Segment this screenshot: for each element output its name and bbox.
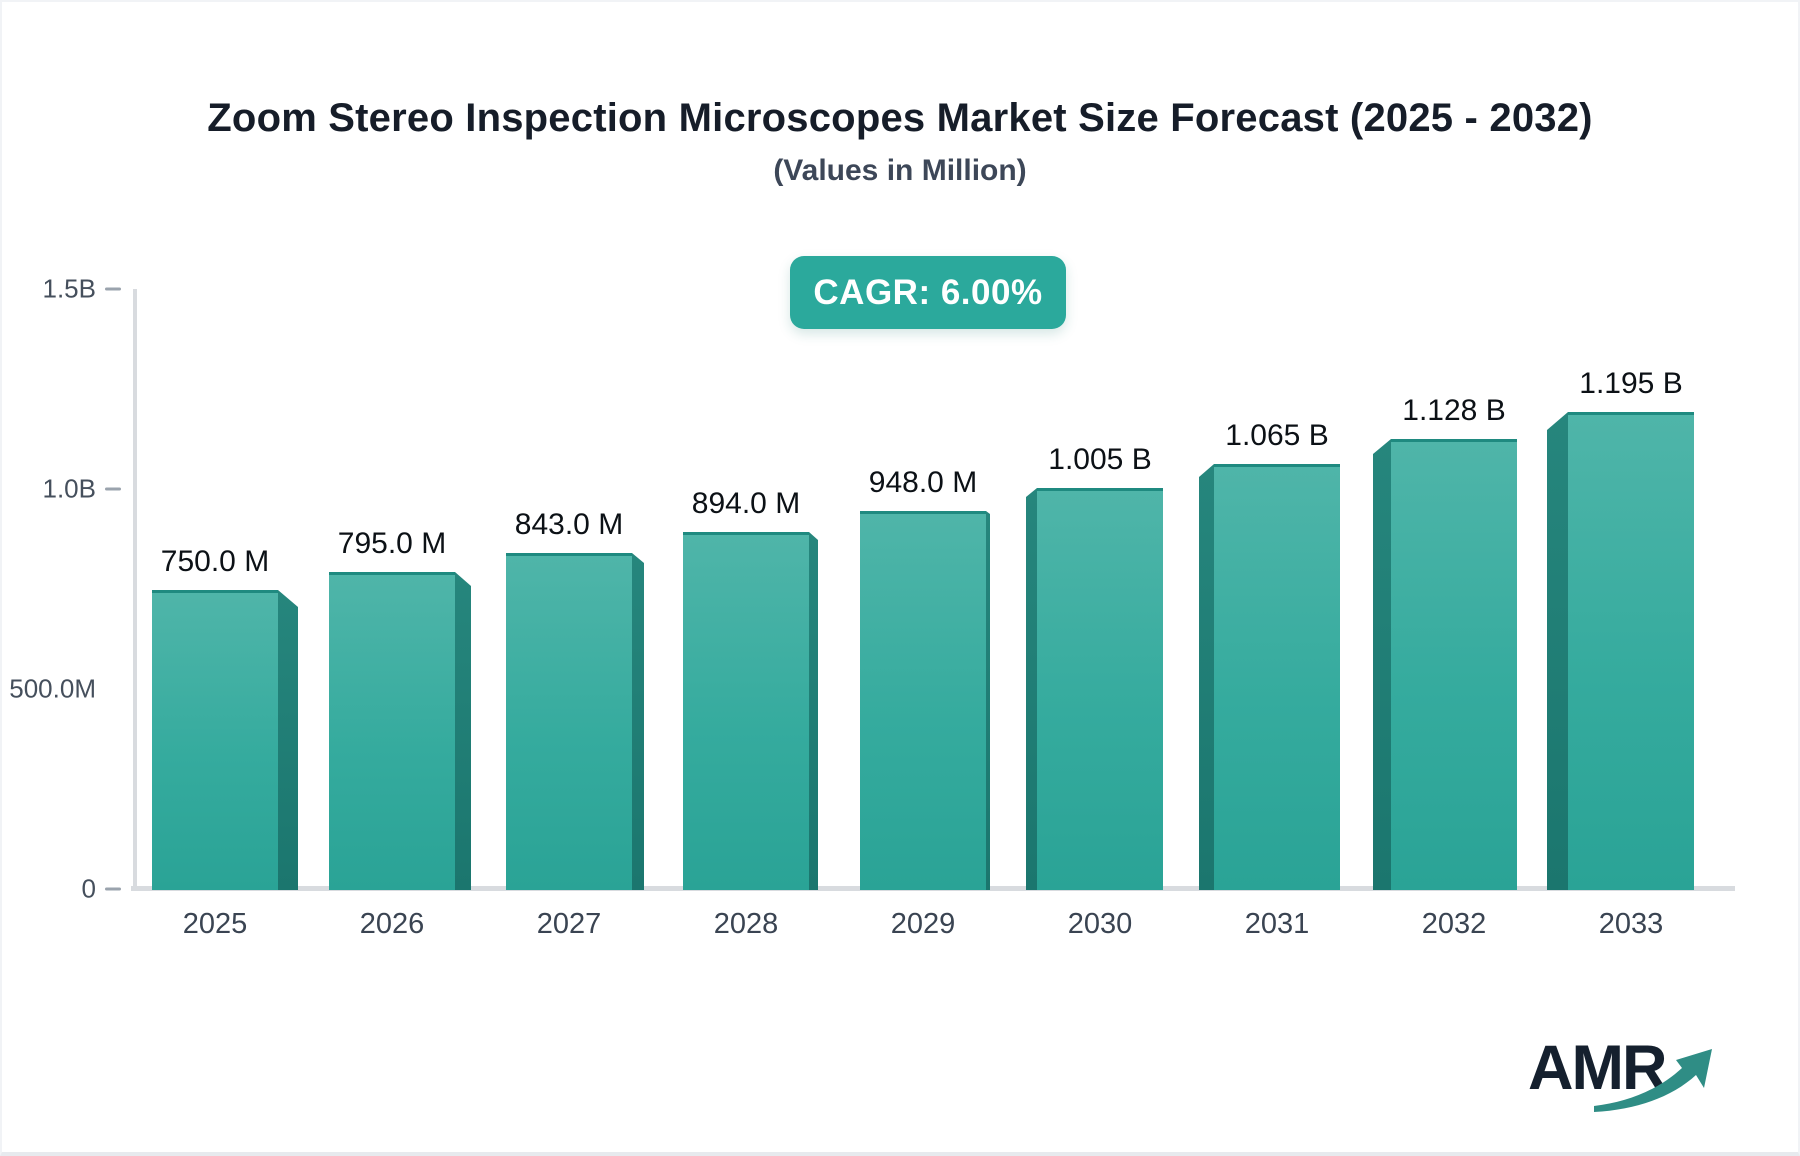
x-tick-label: 2026	[359, 908, 425, 940]
chart-subtitle: (Values in Million)	[773, 154, 1027, 187]
bar-side-face	[278, 590, 298, 890]
bar-group: 1.128 B	[1373, 394, 1517, 890]
bar-side-face	[1199, 464, 1214, 890]
bar-side-face	[1026, 488, 1037, 890]
amr-logo-text: AMR	[1528, 1033, 1667, 1103]
bar-value-label: 894.0 M	[691, 487, 801, 520]
bar	[1037, 488, 1163, 890]
y-tick-label: 500.0M	[9, 673, 96, 704]
bar-group: 1.005 B	[1026, 443, 1163, 890]
bar-value-label: 795.0 M	[337, 527, 447, 560]
y-tick: 1.0B	[2, 474, 121, 505]
amr-logo: AMR	[1528, 1032, 1718, 1116]
bar-value-label: 1.005 B	[1048, 443, 1152, 476]
bar-side-face	[632, 553, 644, 890]
bar	[506, 553, 632, 890]
x-tick-label: 2025	[182, 908, 248, 940]
bar-value-label: 750.0 M	[160, 545, 270, 578]
bar-value-label: 1.065 B	[1225, 419, 1329, 452]
bar-side-face	[1547, 412, 1568, 890]
bar-group: 795.0 M	[329, 527, 471, 890]
bar	[329, 572, 455, 890]
bar-value-label: 948.0 M	[868, 466, 978, 499]
bar-group: 948.0 M	[860, 466, 990, 890]
bar	[860, 511, 986, 890]
x-tick-label: 2028	[713, 908, 779, 940]
bar-group: 843.0 M	[506, 508, 644, 890]
bar	[1568, 412, 1694, 890]
y-tick-label: 1.0B	[42, 473, 97, 504]
x-tick-label: 2030	[1067, 908, 1133, 940]
cagr-badge: CAGR: 6.00%	[790, 256, 1066, 329]
bar-side-face	[455, 572, 471, 890]
chart-title: Zoom Stereo Inspection Microscopes Marke…	[207, 96, 1593, 140]
x-tick-label: 2031	[1244, 908, 1310, 940]
bar-group: 894.0 M	[683, 487, 818, 890]
y-tick-dash	[105, 887, 121, 891]
bar-group: 1.065 B	[1199, 419, 1340, 890]
x-tick-label: 2033	[1598, 908, 1664, 940]
cagr-badge-label: CAGR: 6.00%	[813, 272, 1043, 312]
x-tick-label: 2032	[1421, 908, 1487, 940]
bar-side-face	[986, 511, 990, 890]
bar	[152, 590, 278, 890]
bar	[1391, 439, 1517, 890]
bar	[683, 532, 809, 890]
bar-group: 1.195 B	[1547, 367, 1694, 890]
y-tick-dash	[105, 287, 121, 291]
y-tick-label: 1.5B	[42, 273, 97, 304]
x-tick-label: 2029	[890, 908, 956, 940]
y-tick: 500.0M	[2, 674, 121, 705]
x-tick-label: 2027	[536, 908, 602, 940]
bar-value-label: 843.0 M	[514, 508, 624, 541]
bar-side-face	[809, 532, 818, 890]
bar-value-label: 1.195 B	[1579, 367, 1683, 400]
bar-side-face	[1373, 439, 1391, 890]
y-tick-label: 0	[81, 873, 96, 904]
growth-arrow-icon	[1594, 1049, 1712, 1112]
bar-value-label: 1.128 B	[1402, 394, 1506, 427]
y-tick: 0	[2, 874, 121, 905]
y-tick: 1.5B	[2, 274, 121, 305]
y-axis-line	[133, 289, 137, 890]
bar	[1214, 464, 1340, 890]
y-tick-dash	[105, 487, 121, 491]
bar-group: 750.0 M	[152, 545, 298, 890]
